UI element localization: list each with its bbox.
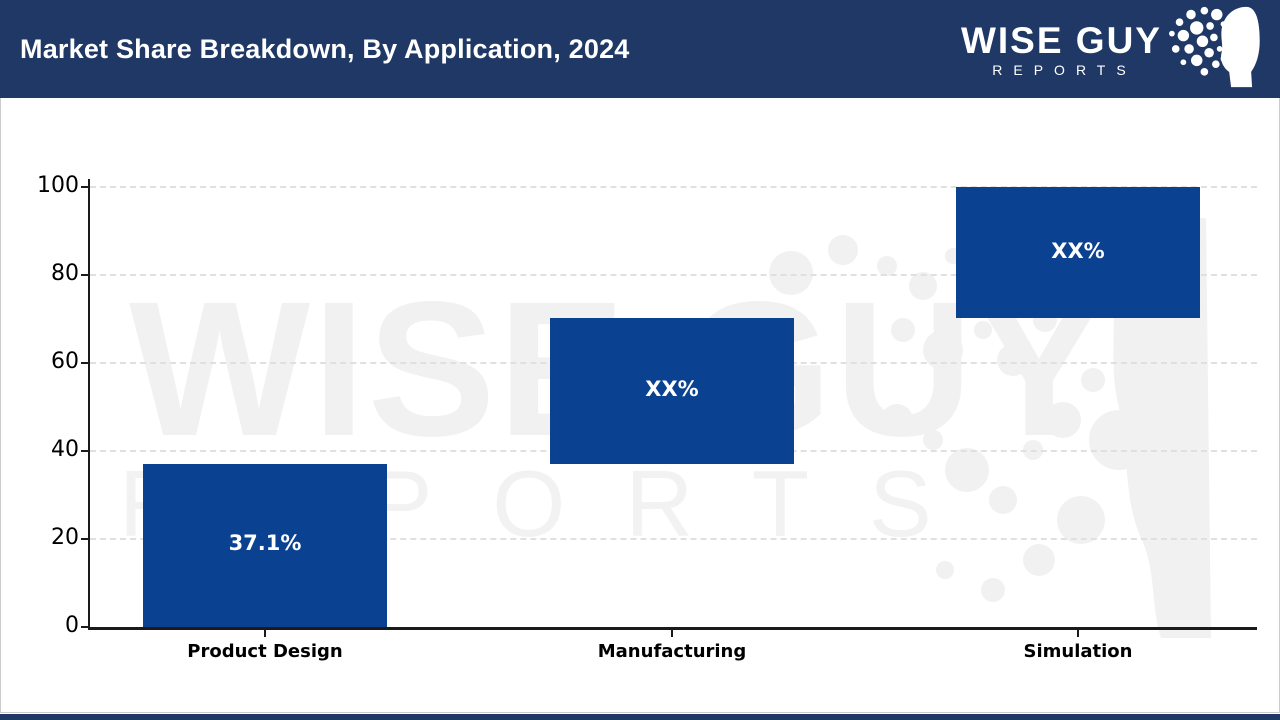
y-tick-label: 0: [65, 613, 79, 638]
gridline: [90, 538, 1257, 540]
x-tick-mark: [671, 630, 673, 637]
chart-area: WISE GUY REPORTS 0 20 40 6: [0, 98, 1280, 713]
y-tick-label: 60: [51, 349, 79, 374]
x-tick-label: Manufacturing: [597, 641, 747, 662]
y-tick-label: 100: [37, 173, 79, 198]
x-axis: [88, 627, 1257, 630]
y-tick-mark: [81, 362, 88, 364]
bar-value-label: 37.1%: [228, 531, 302, 556]
bar-value-label: XX%: [1051, 238, 1105, 263]
logo-subtitle: REPORTS: [992, 61, 1137, 78]
y-tick-mark: [81, 538, 88, 540]
y-axis: [88, 179, 90, 629]
x-tick-label: Simulation: [1023, 641, 1133, 662]
logo-text: WISE GUY REPORTS: [961, 22, 1162, 77]
gridline: [90, 186, 1257, 188]
gridline: [90, 274, 1257, 276]
header: Market Share Breakdown, By Application, …: [0, 0, 1280, 98]
x-tick-label: Product Design: [187, 641, 343, 662]
bar: [956, 187, 1200, 319]
bar: [143, 463, 387, 627]
y-tick-label: 40: [51, 437, 79, 462]
x-tick-mark: [1077, 630, 1079, 637]
wise-guy-logo: WISE GUY REPORTS: [961, 5, 1260, 93]
y-tick-mark: [81, 274, 88, 276]
y-tick-mark: [81, 186, 88, 188]
x-tick-mark: [264, 630, 266, 637]
face-profile-icon: [1164, 5, 1260, 93]
y-tick-mark: [81, 626, 88, 628]
footer-bar: [0, 714, 1280, 720]
watermark-face-dots: [769, 218, 1211, 638]
y-tick-label: 20: [51, 525, 79, 550]
plot: 0 20 40 60 80 100 37.1% Product Design XX% Manufa…: [1, 98, 1279, 712]
bar: [550, 318, 794, 464]
y-tick-label: 80: [51, 261, 79, 286]
bar-value-label: XX%: [645, 376, 699, 401]
page-title: Market Share Breakdown, By Application, …: [20, 33, 630, 64]
logo-wordmark: WISE GUY: [960, 19, 1162, 61]
y-tick-mark: [81, 450, 88, 452]
